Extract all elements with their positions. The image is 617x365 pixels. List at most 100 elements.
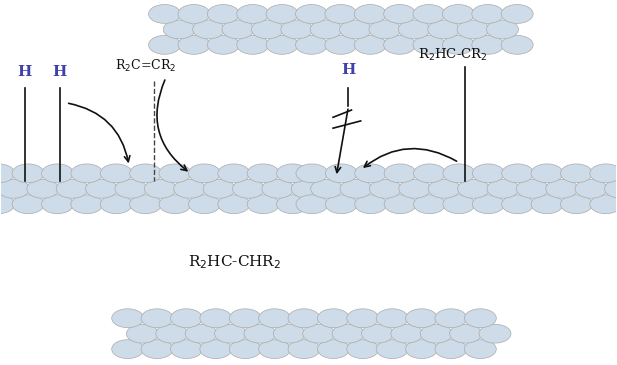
- Circle shape: [399, 179, 431, 198]
- Circle shape: [101, 195, 132, 214]
- Circle shape: [296, 195, 328, 214]
- Circle shape: [164, 20, 195, 39]
- Circle shape: [442, 4, 474, 23]
- Circle shape: [590, 164, 617, 183]
- Circle shape: [273, 324, 305, 343]
- Circle shape: [413, 195, 445, 214]
- Circle shape: [413, 35, 445, 54]
- Circle shape: [347, 340, 379, 358]
- Circle shape: [442, 35, 474, 54]
- Circle shape: [244, 324, 276, 343]
- Circle shape: [218, 195, 250, 214]
- Circle shape: [56, 179, 88, 198]
- Circle shape: [325, 195, 357, 214]
- Circle shape: [41, 164, 73, 183]
- Circle shape: [296, 164, 328, 183]
- Circle shape: [376, 340, 408, 358]
- Circle shape: [159, 164, 191, 183]
- Text: H: H: [341, 64, 355, 77]
- Circle shape: [0, 179, 30, 198]
- Circle shape: [428, 20, 460, 39]
- Circle shape: [340, 179, 372, 198]
- Circle shape: [178, 4, 210, 23]
- Circle shape: [384, 35, 416, 54]
- Circle shape: [170, 309, 202, 328]
- Circle shape: [266, 4, 298, 23]
- Circle shape: [384, 195, 416, 214]
- Circle shape: [288, 340, 320, 358]
- Circle shape: [141, 340, 173, 358]
- Circle shape: [472, 195, 504, 214]
- Circle shape: [141, 309, 173, 328]
- Circle shape: [420, 324, 452, 343]
- Circle shape: [233, 179, 265, 198]
- Circle shape: [405, 309, 437, 328]
- Circle shape: [178, 35, 210, 54]
- Circle shape: [259, 309, 291, 328]
- Circle shape: [276, 195, 308, 214]
- Circle shape: [266, 35, 298, 54]
- Circle shape: [200, 309, 232, 328]
- Circle shape: [325, 164, 357, 183]
- Circle shape: [369, 20, 401, 39]
- Circle shape: [276, 164, 308, 183]
- Circle shape: [41, 195, 73, 214]
- Circle shape: [435, 309, 467, 328]
- Circle shape: [193, 20, 225, 39]
- Text: H: H: [52, 65, 67, 79]
- Circle shape: [230, 309, 261, 328]
- Circle shape: [605, 179, 617, 198]
- Circle shape: [487, 179, 519, 198]
- Circle shape: [502, 164, 534, 183]
- Circle shape: [384, 4, 416, 23]
- Circle shape: [218, 164, 250, 183]
- Circle shape: [126, 324, 159, 343]
- Circle shape: [0, 195, 15, 214]
- Circle shape: [247, 195, 279, 214]
- Circle shape: [391, 324, 423, 343]
- Circle shape: [501, 35, 533, 54]
- Circle shape: [332, 324, 364, 343]
- Circle shape: [362, 324, 394, 343]
- Circle shape: [413, 164, 445, 183]
- Circle shape: [405, 340, 437, 358]
- Circle shape: [370, 179, 402, 198]
- Circle shape: [156, 324, 188, 343]
- Circle shape: [130, 164, 162, 183]
- Text: R$_2$HC-CHR$_2$: R$_2$HC-CHR$_2$: [188, 253, 281, 271]
- Circle shape: [101, 164, 132, 183]
- Circle shape: [112, 340, 144, 358]
- Circle shape: [339, 20, 371, 39]
- Circle shape: [174, 179, 205, 198]
- Circle shape: [303, 324, 334, 343]
- Circle shape: [0, 164, 15, 183]
- Circle shape: [311, 179, 342, 198]
- Circle shape: [262, 179, 294, 198]
- Circle shape: [413, 4, 445, 23]
- Circle shape: [472, 35, 503, 54]
- Text: R$_2$HC-CR$_2$: R$_2$HC-CR$_2$: [418, 47, 487, 63]
- Circle shape: [560, 195, 592, 214]
- Text: H: H: [17, 65, 32, 79]
- Circle shape: [354, 35, 386, 54]
- Circle shape: [71, 195, 103, 214]
- Circle shape: [296, 35, 328, 54]
- Circle shape: [115, 179, 147, 198]
- Circle shape: [281, 20, 313, 39]
- Circle shape: [457, 20, 489, 39]
- Circle shape: [443, 195, 475, 214]
- Circle shape: [185, 324, 217, 343]
- Circle shape: [230, 340, 261, 358]
- Circle shape: [112, 309, 144, 328]
- Circle shape: [170, 340, 202, 358]
- Circle shape: [450, 324, 482, 343]
- Circle shape: [12, 195, 44, 214]
- Circle shape: [354, 4, 386, 23]
- Circle shape: [428, 179, 460, 198]
- Circle shape: [325, 35, 357, 54]
- Circle shape: [200, 340, 232, 358]
- Circle shape: [237, 4, 268, 23]
- Circle shape: [188, 195, 220, 214]
- Circle shape: [465, 309, 496, 328]
- Circle shape: [465, 340, 496, 358]
